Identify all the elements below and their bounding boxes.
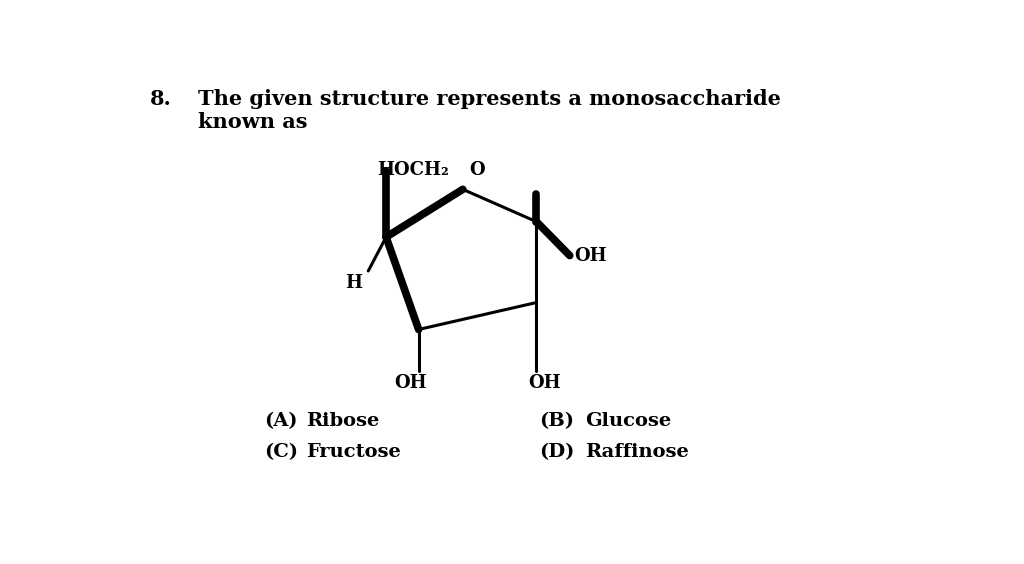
Text: The given structure represents a monosaccharide
known as: The given structure represents a monosac…: [198, 89, 780, 133]
Text: OH: OH: [394, 374, 427, 392]
Text: H: H: [345, 274, 362, 292]
Text: (A): (A): [263, 412, 297, 430]
Text: OH: OH: [574, 246, 607, 265]
Text: Ribose: Ribose: [306, 412, 380, 430]
Text: HOCH₂: HOCH₂: [377, 161, 449, 179]
Text: (B): (B): [539, 412, 573, 430]
Text: OH: OH: [527, 374, 560, 392]
Text: (C): (C): [263, 443, 298, 461]
Text: Glucose: Glucose: [586, 412, 672, 430]
Text: (D): (D): [539, 443, 574, 461]
Text: O: O: [469, 161, 484, 179]
Text: Raffinose: Raffinose: [586, 443, 689, 461]
Text: 8.: 8.: [150, 89, 172, 109]
Text: Fructose: Fructose: [306, 443, 401, 461]
